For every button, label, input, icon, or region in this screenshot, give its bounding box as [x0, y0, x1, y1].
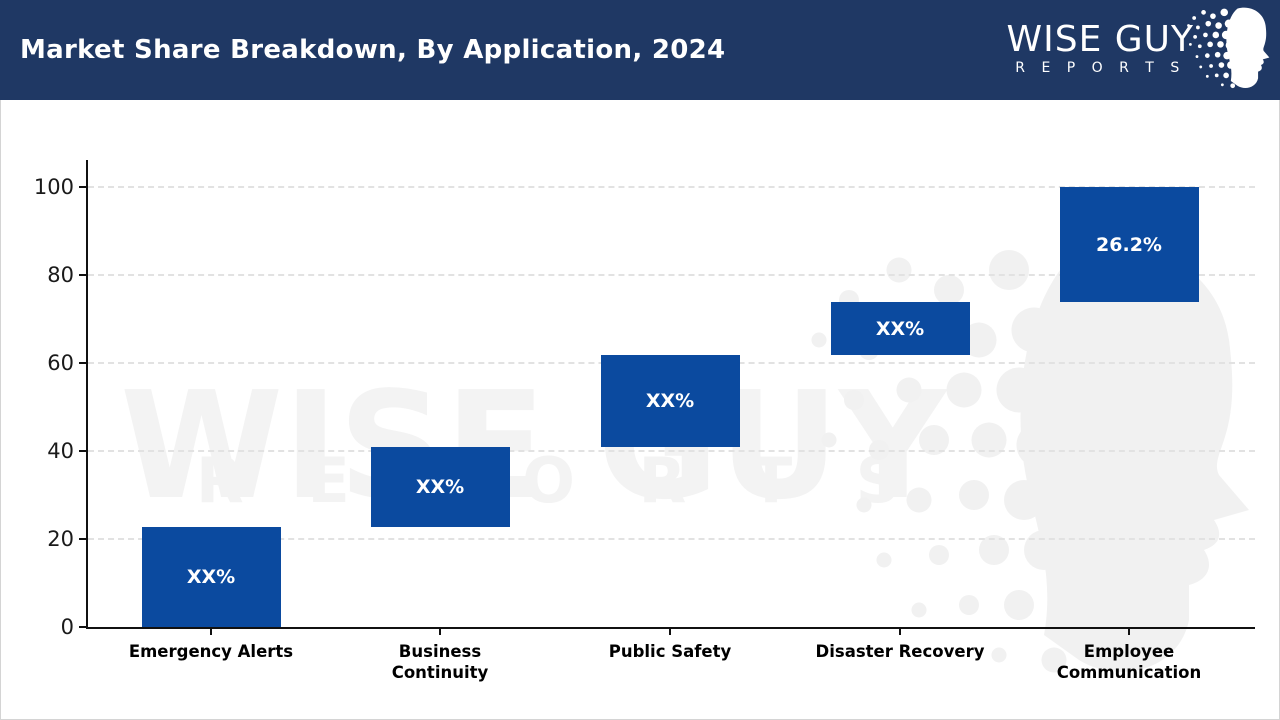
y-axis-tick: [79, 450, 86, 452]
bar-emergency-alerts: XX%: [141, 526, 281, 627]
watermark-wordmark: WISE GUY: [120, 360, 947, 532]
logo-subtext: R E P O R T S: [1015, 59, 1186, 76]
y-axis-tick: [79, 362, 86, 364]
x-axis-tick: [1128, 627, 1130, 635]
y-axis-tick-label: 100: [33, 175, 74, 199]
wise-guy-logo: WISE GUY R E P O R T S: [1007, 0, 1277, 100]
gridline: [88, 538, 1255, 540]
y-axis-tick: [79, 538, 86, 540]
y-axis-tick-label: 60: [47, 351, 74, 375]
y-axis-tick-label: 40: [47, 439, 74, 463]
watermark-subtext: R E P O R T S: [196, 444, 922, 517]
y-axis-tick-label: 0: [60, 615, 74, 639]
x-axis-tick: [899, 627, 901, 635]
chart-area: WISE GUY R E P O R T S 0 20 40 60 80 100 XX% Em…: [0, 100, 1280, 720]
bar-value-label: XX%: [415, 475, 465, 498]
y-axis-tick: [79, 186, 86, 188]
watermark-head-icon: [811, 244, 1249, 673]
bar-value-label: 26.2%: [1096, 233, 1162, 256]
gridline: [88, 274, 1255, 276]
bar-employee-communication: 26.2%: [1059, 187, 1199, 303]
logo-wordmark: WISE GUY: [1006, 18, 1194, 60]
x-axis-category-label: Business Continuity: [391, 642, 489, 682]
header: Market Share Breakdown, By Application, …: [0, 0, 1280, 100]
x-axis-category-label: Disaster Recovery: [815, 642, 985, 661]
gridline: [88, 450, 1255, 452]
x-axis-category-label: Employee Communication: [1056, 642, 1202, 682]
page-title: Market Share Breakdown, By Application, …: [20, 35, 726, 65]
bar-value-label: XX%: [645, 389, 695, 412]
x-axis-tick: [439, 627, 441, 635]
x-axis-tick: [669, 627, 671, 635]
logo-text: WISE GUY R E P O R T S: [1006, 18, 1195, 76]
y-axis-line: [86, 160, 88, 629]
bar-value-label: XX%: [186, 565, 236, 588]
bar-public-safety: XX%: [600, 355, 740, 447]
plot: 0 20 40 60 80 100 XX% Emergency Alerts XX% Busine…: [0, 100, 1280, 720]
x-axis-category-label: Emergency Alerts: [128, 642, 294, 661]
y-axis-tick-label: 20: [47, 527, 74, 551]
bar-disaster-recovery: XX%: [830, 302, 970, 356]
y-axis-tick: [79, 626, 86, 628]
bar-value-label: XX%: [875, 317, 925, 340]
x-axis-tick: [210, 627, 212, 635]
logo-head-icon: [1187, 7, 1270, 89]
y-axis-tick-label: 80: [47, 263, 74, 287]
bar-business-continuity: XX%: [370, 446, 510, 527]
gridline: [88, 186, 1255, 188]
x-axis-category-label: Public Safety: [608, 642, 732, 661]
y-axis-tick: [79, 274, 86, 276]
